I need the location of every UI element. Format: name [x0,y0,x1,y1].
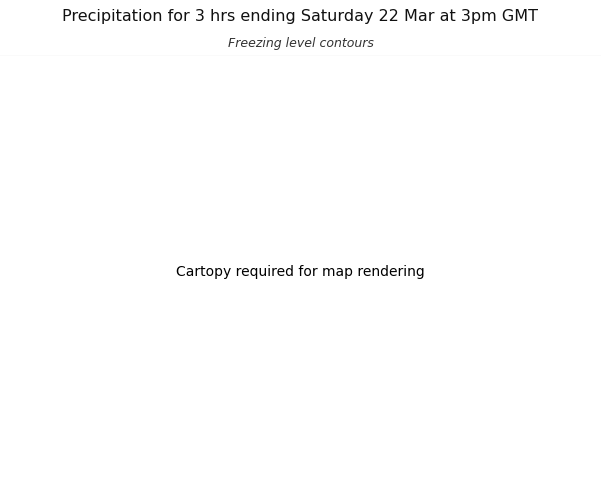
Text: Freezing level contours: Freezing level contours [228,37,373,50]
Text: Precipitation for 3 hrs ending Saturday 22 Mar at 3pm GMT: Precipitation for 3 hrs ending Saturday … [63,9,538,24]
Text: Cartopy required for map rendering: Cartopy required for map rendering [176,265,425,279]
